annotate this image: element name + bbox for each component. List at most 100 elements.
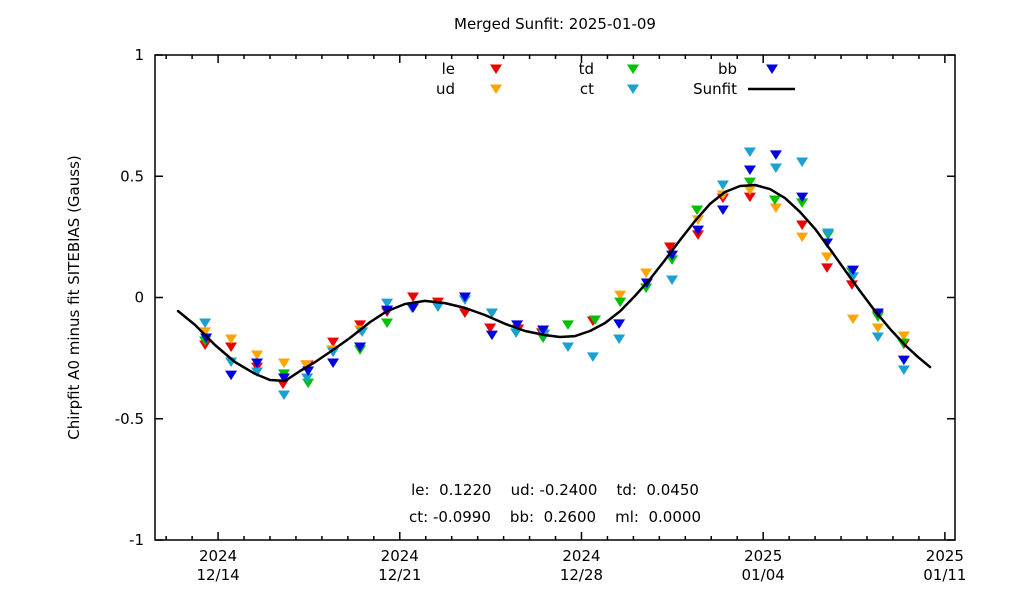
data-point-marker: [586, 352, 599, 362]
data-point-marker: [716, 205, 729, 215]
plot-border: [154, 54, 956, 541]
data-point-marker: [716, 180, 729, 190]
data-point-marker: [743, 165, 756, 175]
data-point-marker: [663, 242, 676, 253]
data-point-marker: [796, 220, 809, 230]
data-point-marker: [199, 327, 212, 337]
data-point-marker: [640, 268, 653, 279]
data-point-marker: [871, 332, 884, 343]
data-point-marker: [407, 292, 420, 303]
data-point-marker: [278, 373, 291, 384]
fit-coefficients-line-1: le: 0.1220 ud: -0.2400 td: 0.0450: [411, 481, 699, 499]
data-point-marker: [846, 265, 859, 276]
data-point-marker: [381, 318, 394, 328]
series-td: [199, 177, 910, 389]
x-tick-label-year: 2024: [381, 547, 419, 565]
data-point-marker: [613, 319, 626, 329]
data-point-marker: [743, 177, 756, 188]
data-point-marker: [458, 292, 471, 303]
data-point-marker: [251, 358, 264, 368]
data-point-marker: [897, 331, 910, 342]
data-point-marker: [484, 323, 497, 334]
data-point-marker: [276, 379, 289, 390]
legend-entry-le: le: [442, 60, 502, 78]
data-point-marker: [796, 198, 809, 208]
data-point-marker: [561, 320, 574, 330]
data-point-marker: [327, 358, 340, 368]
data-point-marker: [490, 84, 502, 94]
data-point-marker: [381, 298, 394, 309]
data-point-marker: [846, 272, 859, 282]
legend-label: bb: [718, 60, 737, 78]
data-point-marker: [490, 64, 502, 74]
data-point-marker: [407, 303, 420, 313]
data-point-marker: [354, 342, 367, 352]
data-point-marker: [871, 323, 884, 334]
data-point-marker: [278, 390, 291, 400]
legend-label: le: [442, 60, 455, 78]
legend-label: td: [579, 60, 594, 78]
x-tick-label-date: 12/28: [560, 566, 603, 584]
chart-title: Merged Sunfit: 2025-01-09: [454, 15, 656, 33]
data-point-marker: [354, 320, 367, 330]
data-point-marker: [627, 64, 639, 74]
data-point-marker: [821, 263, 834, 273]
legend-label: ct: [580, 80, 594, 98]
legend: le ud td ct bb Sunfit: [436, 60, 795, 98]
data-point-marker: [511, 320, 524, 330]
data-point-marker: [821, 252, 834, 263]
data-point-marker: [458, 308, 471, 319]
legend-label: Sunfit: [693, 80, 737, 98]
y-axis-label: Chirpfit A0 minus fit SITEBIAS (Gauss): [65, 155, 83, 440]
sunfit-curve: [176, 183, 932, 383]
data-point-marker: [796, 192, 809, 203]
x-tick-label-date: 01/04: [742, 566, 785, 584]
legend-entry-td: td: [579, 60, 639, 78]
data-point-marker: [510, 328, 523, 338]
data-point-marker: [225, 342, 238, 352]
data-point-marker: [300, 360, 313, 370]
series-le: [199, 192, 910, 390]
x-tick-label-year: 2024: [562, 547, 600, 565]
legend-entry-ct: ct: [580, 80, 639, 98]
legend-entry-ud: ud: [436, 80, 502, 98]
data-point-marker: [301, 373, 314, 384]
fit-coefficients-line-2: ct: -0.0990 bb: 0.2600 ml: 0.0000: [409, 508, 701, 526]
data-point-marker: [769, 203, 782, 214]
data-point-marker: [251, 367, 264, 377]
data-point-marker: [666, 275, 679, 286]
data-point-marker: [690, 205, 703, 215]
data-point-marker: [327, 347, 340, 358]
data-point-marker: [327, 337, 340, 348]
data-point-marker: [278, 358, 291, 368]
x-tick-label-date: 12/21: [378, 566, 421, 584]
y-tick-label: -1: [129, 531, 144, 549]
data-point-marker: [897, 365, 910, 376]
data-point-marker: [666, 255, 679, 265]
x-tick-label-year: 2024: [199, 547, 237, 565]
data-point-marker: [769, 150, 782, 160]
legend-entry-Sunfit: Sunfit: [693, 80, 795, 98]
data-point-marker: [485, 308, 498, 319]
x-tick-label-year: 2025: [926, 547, 964, 565]
data-point-marker: [692, 215, 705, 225]
y-tick-label: 0: [134, 289, 144, 307]
data-point-marker: [561, 342, 574, 352]
data-point-marker: [897, 355, 910, 366]
data-point-marker: [846, 314, 859, 325]
axis-tick-labels: 10.50-0.5-1202412/14202412/21202412/2820…: [115, 46, 967, 584]
x-tick-label-year: 2025: [744, 547, 782, 565]
data-point-marker: [251, 350, 264, 360]
axis-ticks: [155, 54, 955, 541]
data-point-marker: [614, 297, 627, 308]
data-point-marker: [199, 318, 212, 328]
data-point-marker: [692, 225, 705, 236]
data-point-marker: [225, 334, 238, 344]
data-point-marker: [743, 185, 756, 196]
y-tick-label: 0.5: [120, 167, 144, 185]
data-point-marker: [200, 333, 213, 343]
data-point-marker: [614, 290, 627, 301]
data-point-marker: [768, 195, 781, 206]
